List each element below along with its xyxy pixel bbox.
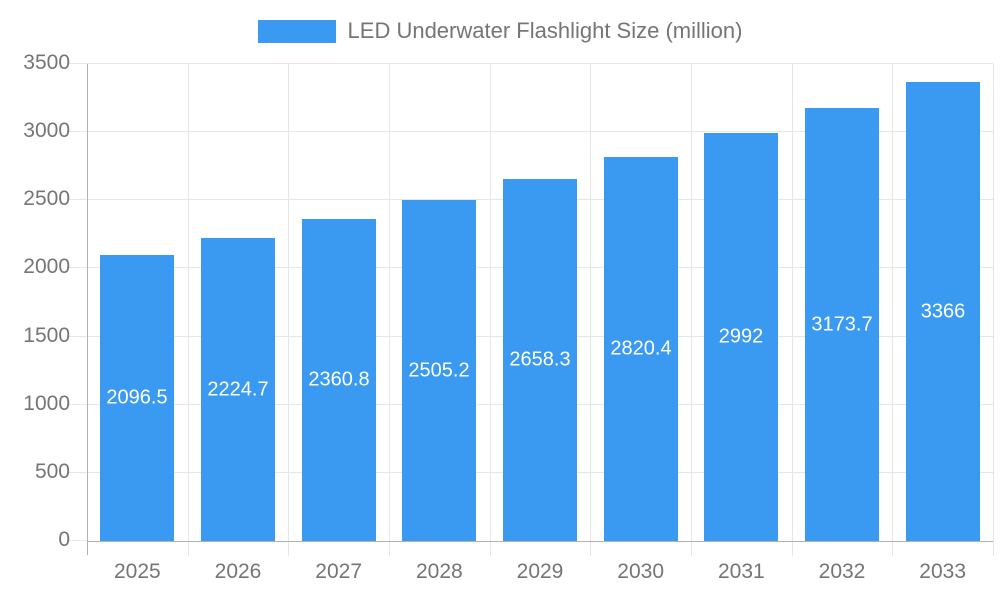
- x-axis-tick: [892, 541, 893, 556]
- y-axis-tick: [67, 471, 87, 473]
- bar: 2360.8: [302, 219, 376, 541]
- y-axis-tick-label: 2000: [23, 255, 70, 279]
- gridline-v: [691, 64, 692, 541]
- x-axis-tick-label: 2028: [415, 560, 463, 583]
- gridline-v: [288, 64, 289, 541]
- y-axis-tick: [67, 335, 87, 337]
- bar-value-label: 2360.8: [308, 368, 370, 391]
- gridline-v: [490, 64, 491, 541]
- plot-area: 2096.5 2224.7 2360.8 2505.2 2658.3 2820.4 2992…: [87, 63, 994, 541]
- bar: 2820.4: [604, 157, 678, 541]
- gridline-v: [993, 64, 994, 541]
- gridline-v: [389, 64, 390, 541]
- y-axis-tick-label: 2500: [23, 187, 70, 211]
- y-axis-tick-label: 1500: [23, 323, 70, 347]
- y-axis-tick: [67, 540, 87, 541]
- y-axis-tick-label: 1000: [23, 391, 70, 415]
- x-axis-tick-label: 2031: [717, 560, 765, 583]
- bar-value-label: 2505.2: [408, 359, 470, 381]
- bar: 2096.5: [100, 255, 174, 541]
- bar-value-label: 2096.5: [106, 386, 168, 409]
- y-axis-tick-label: 3500: [23, 51, 70, 74]
- x-axis-line: [87, 541, 993, 542]
- legend-label: LED Underwater Flashlight Size (million): [347, 18, 743, 43]
- x-axis-tick-label: 2030: [617, 560, 665, 583]
- x-axis-tick-label: 2027: [315, 560, 363, 583]
- y-axis-tick: [67, 199, 87, 201]
- gridline-v: [892, 64, 893, 541]
- bar-value-label: 2224.7: [207, 378, 269, 400]
- x-axis-tick-label: 2025: [113, 560, 161, 583]
- x-axis-tick: [590, 541, 591, 556]
- gridline-h: [87, 63, 993, 64]
- bar-value-label: 2992: [718, 325, 764, 348]
- bar-value-label: 3173.7: [811, 313, 873, 335]
- y-axis-line: [87, 64, 88, 555]
- bar: 3173.7: [805, 108, 879, 541]
- bar: 2658.3: [503, 179, 577, 541]
- x-axis-tick-label: 2029: [516, 560, 564, 583]
- y-axis-tick-label: 3000: [23, 119, 70, 143]
- bar-value-label: 3366: [920, 300, 966, 322]
- gridline-h: [87, 131, 993, 133]
- gridline-v: [792, 64, 793, 541]
- bar: 3366: [906, 82, 980, 541]
- y-axis-tick-label: 0: [58, 528, 70, 551]
- bar: 2224.7: [201, 238, 275, 541]
- x-axis-tick: [691, 541, 692, 556]
- x-axis-tick-label: 2032: [818, 560, 866, 583]
- x-axis-tick: [792, 541, 793, 556]
- bar-value-label: 2658.3: [509, 348, 571, 371]
- x-axis-tick: [288, 541, 289, 556]
- gridline-v: [590, 64, 591, 541]
- y-axis-tick: [67, 63, 87, 64]
- y-axis-tick: [67, 267, 87, 269]
- y-axis-tick: [67, 131, 87, 133]
- x-axis-tick: [389, 541, 390, 556]
- x-axis-tick-label: 2033: [919, 560, 967, 583]
- x-axis-tick: [188, 541, 189, 556]
- legend-swatch-icon: [257, 19, 336, 43]
- y-axis-tick-label: 500: [34, 459, 70, 483]
- legend[interactable]: LED Underwater Flashlight Size (million): [0, 18, 1000, 44]
- x-axis-tick-label: 2026: [214, 560, 262, 583]
- x-axis-tick: [490, 541, 491, 556]
- y-axis-tick: [67, 403, 87, 405]
- bar-value-label: 2820.4: [610, 337, 672, 360]
- bar: 2505.2: [402, 200, 476, 541]
- x-axis-tick: [993, 541, 994, 556]
- bar: 2992: [704, 133, 778, 541]
- gridline-v: [188, 64, 189, 541]
